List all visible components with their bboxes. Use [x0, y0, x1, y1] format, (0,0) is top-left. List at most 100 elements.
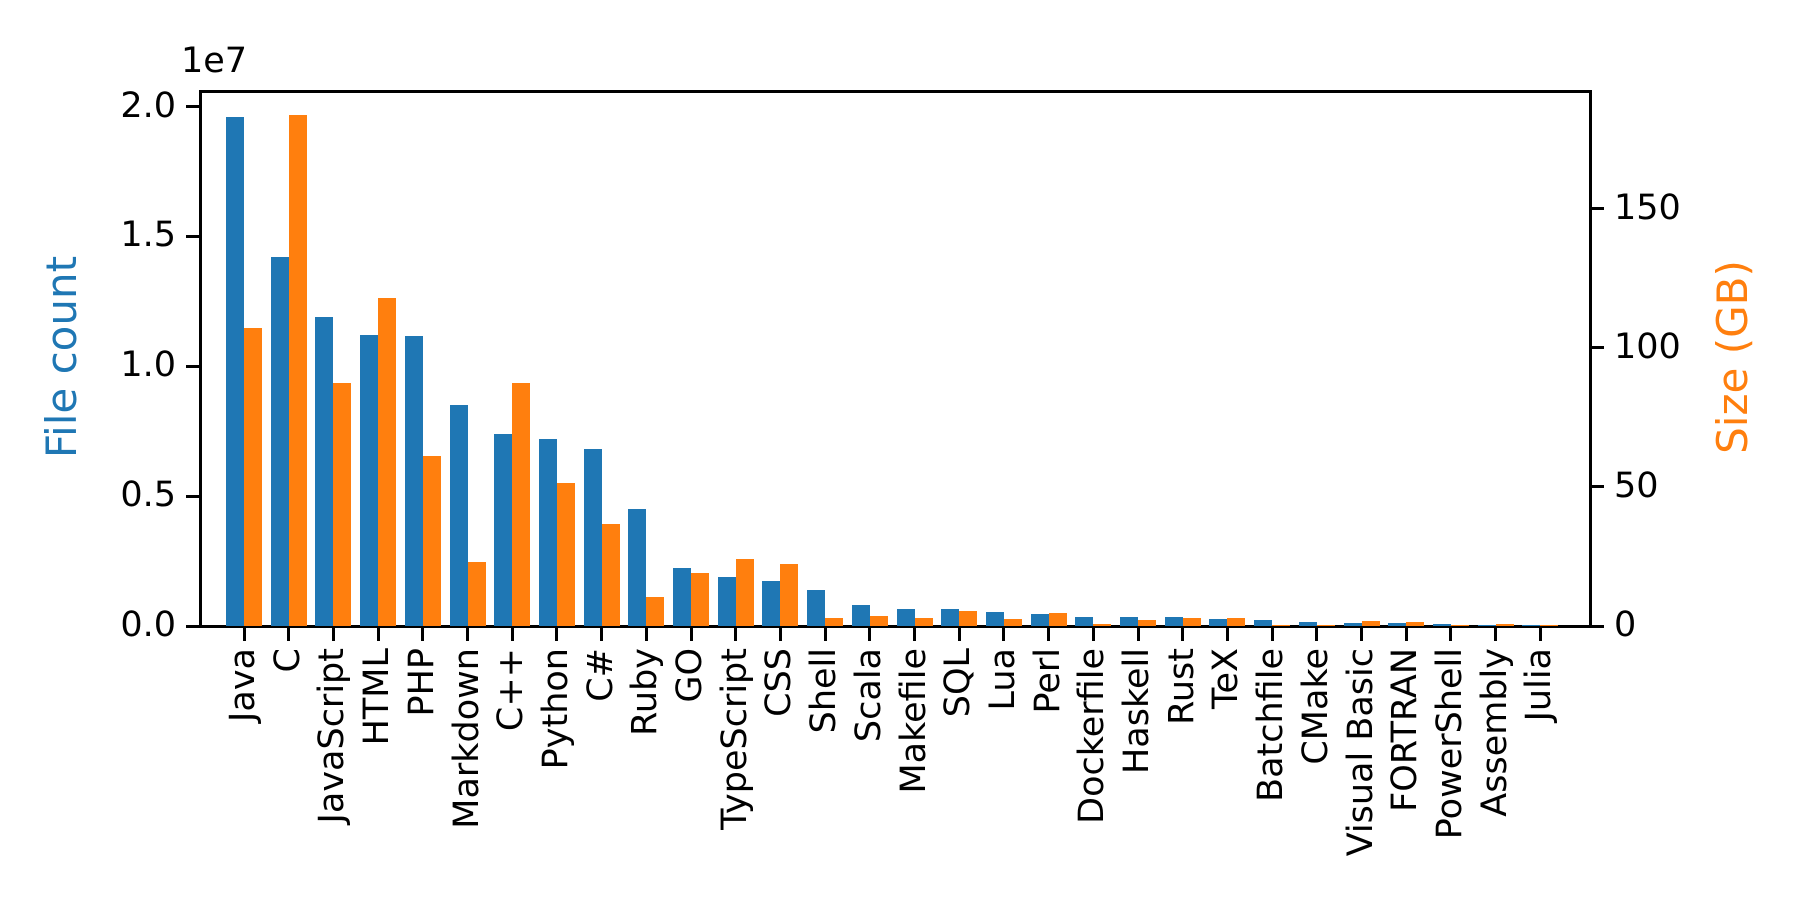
bar-size-GO	[691, 573, 709, 626]
bar-size-Rust	[1182, 618, 1201, 626]
x-tick	[242, 626, 246, 641]
bar-file-count-HTML	[360, 335, 379, 626]
bar-size-FORTRAN	[1406, 622, 1425, 626]
right-y-tick-label: 50	[1614, 465, 1659, 506]
left-y-tick	[186, 624, 200, 628]
x-tick	[823, 626, 827, 641]
left-y-tick-label: 1.5	[120, 215, 176, 256]
x-tick-label-C++: C++	[491, 648, 532, 732]
left-y-tick	[186, 234, 200, 238]
x-tick-label-Python: Python	[535, 648, 576, 770]
x-tick	[868, 626, 872, 641]
bar-size-Julia	[1540, 625, 1559, 626]
bar-size-Dockerfile	[1093, 624, 1112, 626]
x-tick	[287, 626, 291, 641]
bar-size-TeX	[1227, 618, 1246, 626]
bar-file-count-Markdown	[449, 405, 468, 626]
x-tick	[1315, 626, 1319, 641]
x-tick	[376, 626, 380, 641]
bar-file-count-Rust	[1164, 617, 1183, 626]
bar-file-count-PowerShell	[1432, 624, 1451, 626]
x-tick-label-CSS: CSS	[759, 648, 800, 717]
x-tick-label-FORTRAN: FORTRAN	[1385, 648, 1426, 812]
bar-size-Haskell	[1138, 620, 1156, 626]
bar-size-Visual Basic	[1361, 621, 1380, 626]
x-tick	[466, 626, 469, 641]
bar-file-count-SQL	[941, 609, 960, 626]
bar-file-count-Perl	[1030, 614, 1049, 626]
x-tick-label-Haskell: Haskell	[1117, 648, 1157, 775]
bar-file-count-FORTRAN	[1388, 623, 1407, 626]
right-y-tick	[1590, 485, 1604, 489]
bar-file-count-Julia	[1522, 625, 1541, 626]
right-y-tick	[1590, 346, 1604, 350]
bar-size-JavaScript	[333, 383, 352, 626]
right-y-tick	[1590, 624, 1604, 628]
left-y-tick	[186, 105, 200, 109]
x-tick-label-Java: Java	[223, 648, 263, 722]
x-tick-label-HTML: HTML	[357, 648, 398, 746]
left-y-tick-label: 2.0	[120, 85, 176, 126]
bar-size-C++	[512, 383, 531, 626]
bar-size-C	[288, 115, 307, 626]
x-tick	[1136, 626, 1140, 641]
bar-file-count-TeX	[1209, 619, 1228, 626]
x-tick	[1404, 626, 1408, 641]
x-tick-label-TypeScript: TypeScript	[714, 648, 755, 830]
x-tick-label-PHP: PHP	[401, 648, 442, 717]
bar-size-Markdown	[467, 562, 486, 626]
x-tick	[644, 626, 648, 641]
x-tick	[1225, 626, 1229, 641]
bar-size-Shell	[825, 618, 844, 626]
bar-file-count-Java	[226, 117, 244, 626]
x-tick-label-C: C	[267, 648, 308, 673]
x-tick-label-JavaScript: JavaScript	[312, 648, 353, 824]
x-tick	[1494, 626, 1498, 641]
bar-size-C#	[601, 524, 620, 626]
bar-file-count-Shell	[807, 590, 826, 626]
bar-file-count-PHP	[404, 336, 423, 626]
bar-file-count-JavaScript	[315, 317, 334, 626]
x-tick	[1449, 626, 1453, 641]
bar-size-Makefile	[914, 618, 933, 626]
bar-file-count-Python	[538, 439, 557, 626]
x-tick	[421, 626, 425, 641]
bar-file-count-TypeScript	[717, 577, 736, 626]
x-tick	[734, 626, 738, 641]
bar-file-count-Scala	[851, 605, 870, 626]
bar-file-count-C	[270, 257, 289, 626]
x-tick-label-Makefile: Makefile	[893, 648, 934, 794]
bar-file-count-CSS	[762, 581, 781, 626]
x-tick-label-Shell: Shell	[804, 648, 845, 734]
y-axis-offset-text: 1e7	[181, 41, 248, 81]
bar-file-count-Dockerfile	[1075, 617, 1094, 626]
x-tick	[957, 626, 961, 641]
x-tick	[1002, 626, 1006, 641]
x-tick-label-SQL: SQL	[938, 648, 979, 718]
x-tick	[689, 626, 693, 641]
x-tick-label-Visual Basic: Visual Basic	[1340, 648, 1381, 857]
x-tick	[1360, 626, 1363, 641]
bar-file-count-GO	[673, 568, 691, 626]
right-y-tick-label: 150	[1614, 187, 1681, 228]
right-y-tick-label: 0	[1614, 605, 1637, 645]
bar-size-PowerShell	[1450, 625, 1469, 626]
bar-size-Java	[244, 328, 262, 626]
x-tick-label-PowerShell: PowerShell	[1429, 648, 1470, 840]
x-tick	[1270, 626, 1274, 641]
bar-file-count-Ruby	[628, 509, 647, 626]
x-tick	[778, 626, 782, 641]
right-y-tick-label: 100	[1614, 326, 1681, 367]
bar-file-count-Batchfile	[1254, 620, 1273, 626]
bar-file-count-Makefile	[896, 609, 915, 626]
bar-size-Ruby	[646, 597, 665, 626]
x-tick	[555, 626, 559, 641]
x-tick-label-CMake: CMake	[1295, 648, 1336, 765]
bar-file-count-Visual Basic	[1343, 623, 1362, 626]
right-y-tick	[1590, 207, 1604, 211]
x-tick-label-Lua: Lua	[982, 648, 1023, 711]
left-y-tick-label: 1.0	[120, 345, 176, 386]
x-tick	[1538, 626, 1542, 641]
bar-file-count-Lua	[985, 612, 1004, 626]
